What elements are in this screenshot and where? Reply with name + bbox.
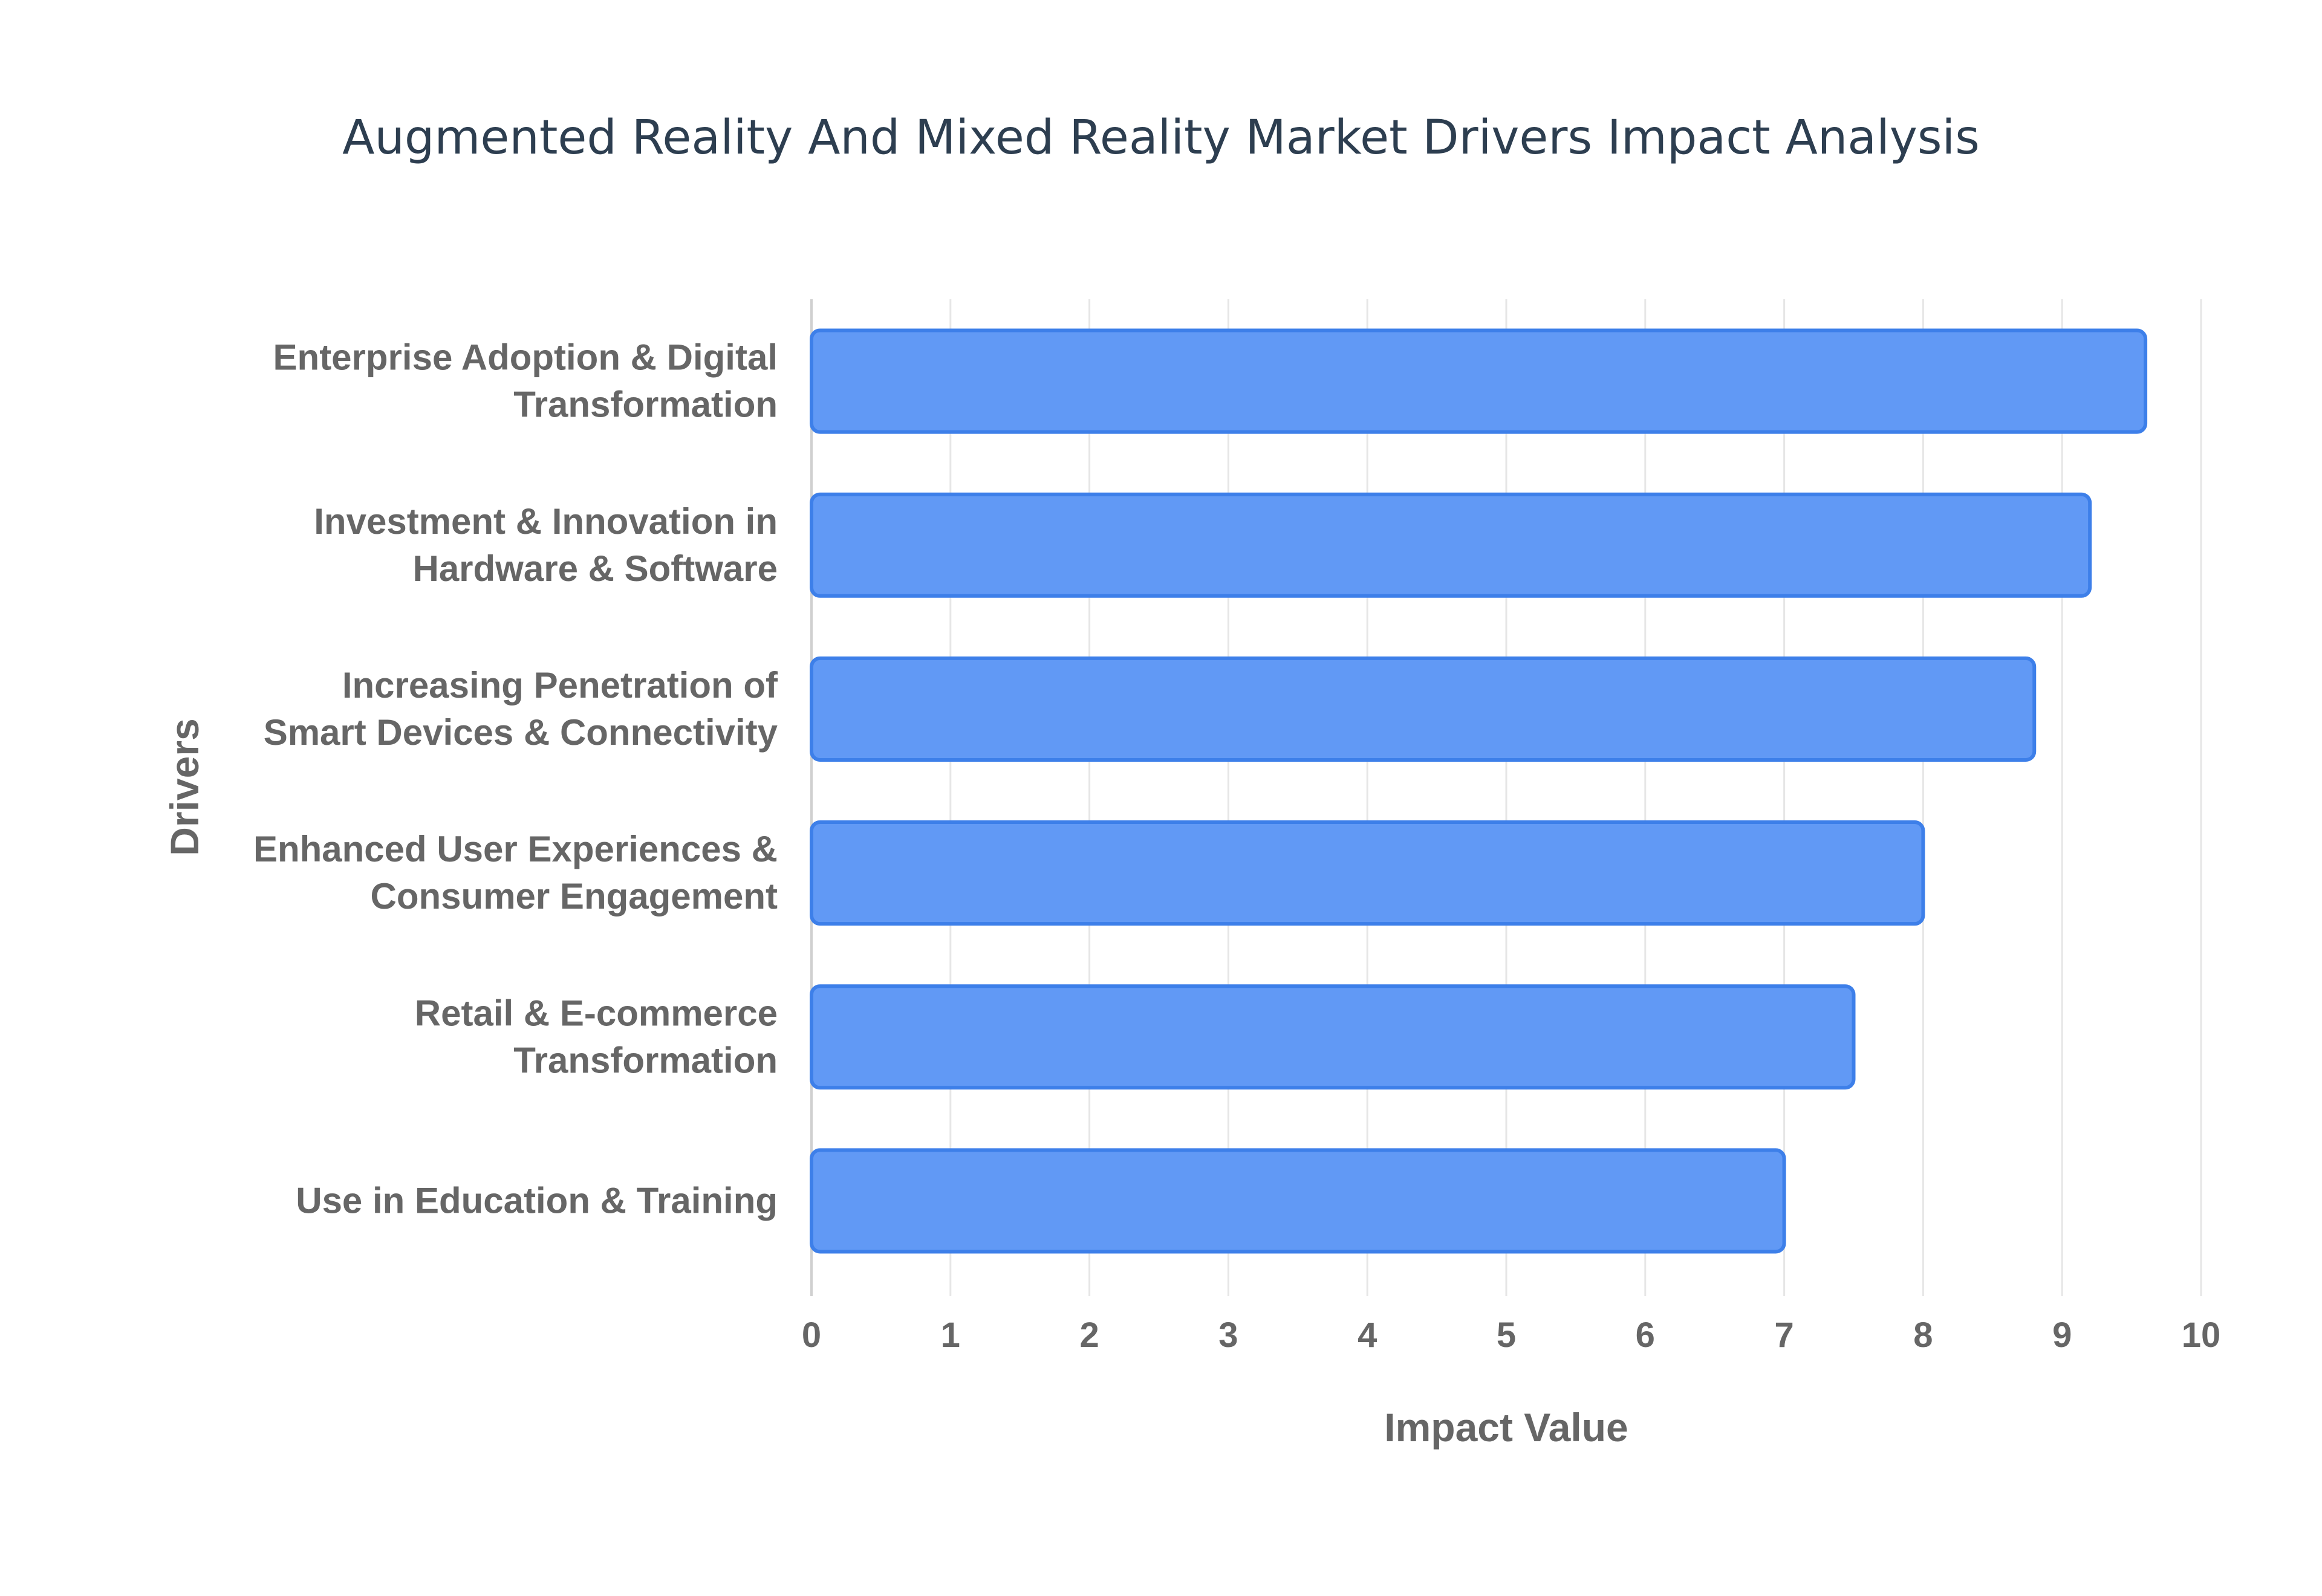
category-label-line: Enhanced User Experiences & bbox=[253, 829, 778, 869]
category-label-line: Smart Devices & Connectivity bbox=[264, 712, 778, 753]
x-tick-label: 3 bbox=[1218, 1315, 1238, 1355]
bar[interactable] bbox=[810, 984, 1856, 1090]
bar[interactable] bbox=[810, 820, 1925, 926]
bar[interactable] bbox=[810, 656, 2037, 762]
x-tick-label: 0 bbox=[802, 1315, 821, 1355]
category-label-line: Hardware & Software bbox=[412, 548, 778, 589]
category-label-line: Enterprise Adoption & Digital bbox=[273, 337, 778, 378]
bar[interactable] bbox=[810, 328, 2148, 434]
x-tick-label: 10 bbox=[2182, 1315, 2221, 1355]
category-label: Increasing Penetration of Smart Devices &… bbox=[264, 665, 778, 753]
category-label-line: Consumer Engagement bbox=[371, 876, 778, 916]
bar[interactable] bbox=[810, 1148, 1786, 1254]
x-tick-label: 1 bbox=[941, 1315, 960, 1355]
y-axis-title: Drivers bbox=[162, 718, 207, 856]
x-axis-title: Impact Value bbox=[1384, 1405, 1628, 1450]
bar[interactable] bbox=[810, 492, 2092, 598]
category-label: Enterprise Adoption & Digital Transformat… bbox=[273, 337, 778, 425]
x-tick-label: 2 bbox=[1079, 1315, 1099, 1355]
category-label: Investment & Innovation in Hardware & Sof… bbox=[314, 501, 778, 589]
category-label: Use in Education & Training bbox=[296, 1180, 778, 1221]
category-label: Retail & E-commerce Transformation bbox=[415, 993, 778, 1080]
x-axis-ticks: 0 1 2 3 4 5 6 7 8 9 10 bbox=[802, 1315, 2220, 1355]
x-tick-label: 4 bbox=[1358, 1315, 1377, 1355]
category-labels: Enterprise Adoption & Digital Transformat… bbox=[253, 337, 778, 1221]
bars bbox=[810, 328, 2148, 1254]
x-tick-label: 5 bbox=[1497, 1315, 1516, 1355]
category-label-line: Investment & Innovation in bbox=[314, 501, 778, 542]
x-tick-label: 6 bbox=[1636, 1315, 1655, 1355]
chart-title: Augmented Reality And Mixed Reality Mark… bbox=[342, 111, 1980, 165]
category-label-line: Transformation bbox=[513, 384, 778, 425]
category-label-line: Transformation bbox=[513, 1040, 778, 1080]
category-label-line: Retail & E-commerce bbox=[415, 993, 778, 1033]
gridlines bbox=[810, 299, 2202, 1296]
category-label-line: Increasing Penetration of bbox=[342, 665, 778, 706]
x-tick-label: 9 bbox=[2052, 1315, 2072, 1355]
category-label-line: Use in Education & Training bbox=[296, 1180, 778, 1221]
x-tick-label: 7 bbox=[1774, 1315, 1794, 1355]
category-label: Enhanced User Experiences & Consumer Enga… bbox=[253, 829, 778, 916]
x-tick-label: 8 bbox=[1913, 1315, 1933, 1355]
